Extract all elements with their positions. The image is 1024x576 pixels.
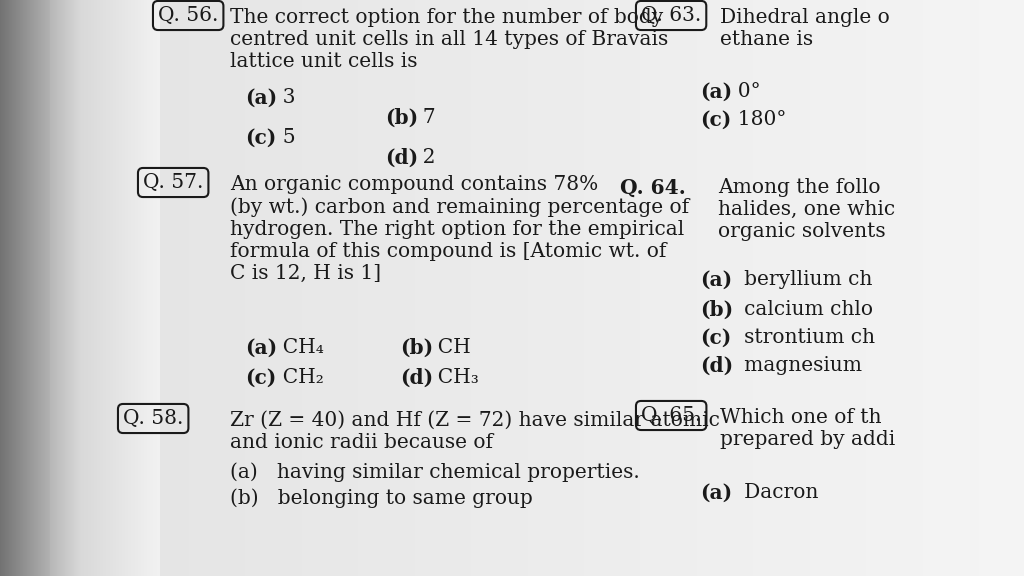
Text: 0°: 0°: [725, 82, 761, 101]
Text: 3: 3: [270, 88, 296, 107]
Text: (c): (c): [700, 110, 731, 130]
Text: Q. 65.: Q. 65.: [641, 406, 701, 425]
Text: (d): (d): [400, 368, 433, 388]
Text: 180°: 180°: [725, 110, 786, 129]
Text: (d): (d): [700, 356, 733, 376]
Text: An organic compound contains 78%
(by wt.) carbon and remaining percentage of
hyd: An organic compound contains 78% (by wt.…: [230, 175, 689, 283]
Text: Zr (Z = 40) and Hf (Z = 72) have similar atomic
and ionic radii because of: Zr (Z = 40) and Hf (Z = 72) have similar…: [230, 411, 720, 452]
Text: (b): (b): [700, 300, 733, 320]
Text: (a): (a): [245, 88, 278, 108]
Text: (a): (a): [700, 270, 732, 290]
Text: (b)   belonging to same group: (b) belonging to same group: [230, 488, 532, 507]
Text: (c): (c): [700, 328, 731, 348]
Text: The correct option for the number of body
centred unit cells in all 14 types of : The correct option for the number of bod…: [230, 8, 669, 71]
Text: strontium ch: strontium ch: [725, 328, 874, 347]
Text: magnesium: magnesium: [725, 356, 862, 375]
Text: (b): (b): [400, 338, 433, 358]
Text: CH₄: CH₄: [270, 338, 324, 357]
Text: Among the follo
halides, one whic
organic solvents: Among the follo halides, one whic organi…: [718, 178, 895, 241]
Text: (c): (c): [245, 128, 276, 148]
Text: CH: CH: [425, 338, 471, 357]
Text: (a)   having similar chemical properties.: (a) having similar chemical properties.: [230, 462, 640, 482]
Text: 2: 2: [410, 148, 435, 167]
Text: (a): (a): [700, 483, 732, 503]
Text: (d): (d): [385, 148, 418, 168]
Text: Dihedral angle o
ethane is: Dihedral angle o ethane is: [720, 8, 890, 49]
Text: 7: 7: [410, 108, 435, 127]
Text: 5: 5: [270, 128, 296, 147]
Text: CH₃: CH₃: [425, 368, 479, 387]
Text: CH₂: CH₂: [270, 368, 324, 387]
Text: (a): (a): [700, 82, 732, 102]
Text: (b): (b): [385, 108, 418, 128]
Text: Q. 58.: Q. 58.: [123, 409, 183, 428]
Text: Dacron: Dacron: [725, 483, 818, 502]
Text: Q. 56.: Q. 56.: [158, 6, 218, 25]
Text: (a): (a): [245, 338, 278, 358]
Text: beryllium ch: beryllium ch: [725, 270, 872, 289]
Text: calcium chlo: calcium chlo: [725, 300, 873, 319]
Text: (c): (c): [245, 368, 276, 388]
Text: Q. 64.: Q. 64.: [620, 178, 686, 198]
Text: Which one of th
prepared by addi: Which one of th prepared by addi: [720, 408, 895, 449]
Text: Q. 57.: Q. 57.: [143, 173, 204, 192]
Text: Q. 63.: Q. 63.: [641, 6, 701, 25]
